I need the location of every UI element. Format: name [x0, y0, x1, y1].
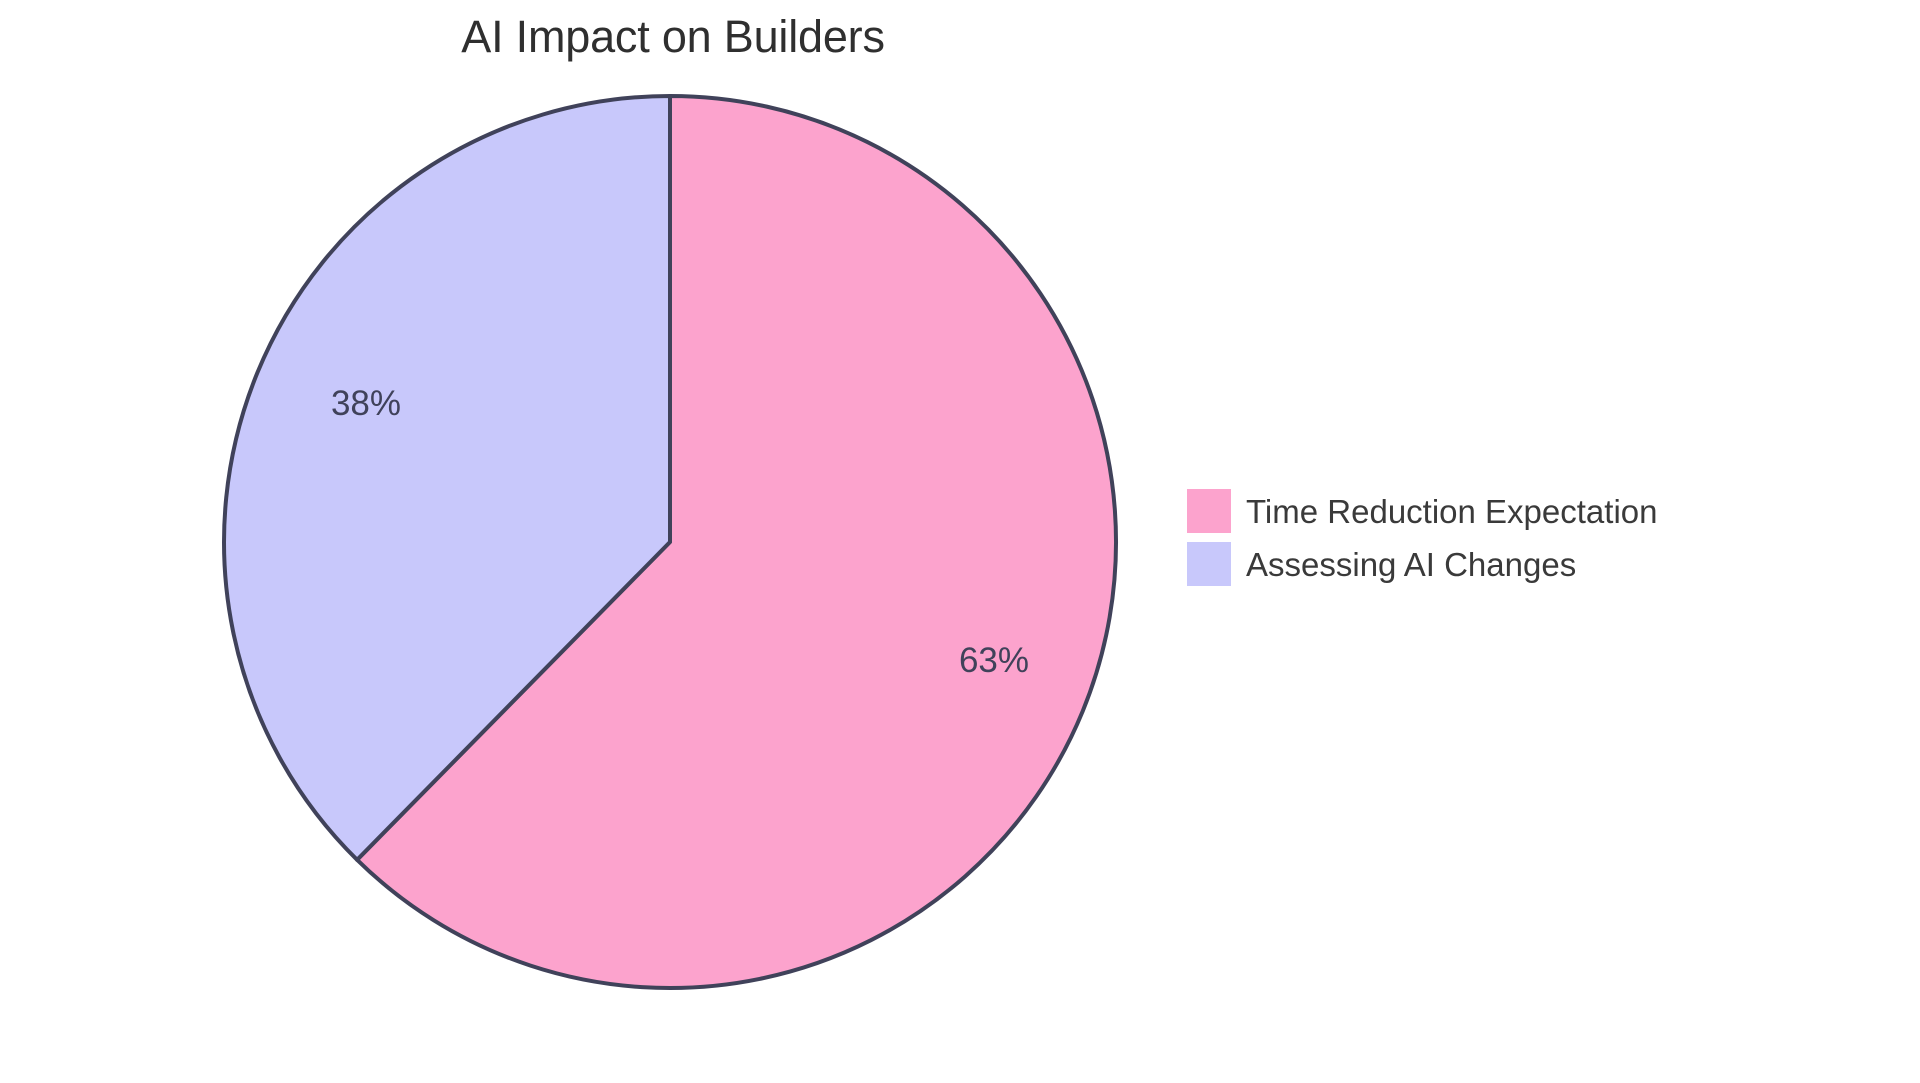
legend-item-assessing-ai-changes[interactable]: Assessing AI Changes [1187, 542, 1658, 586]
legend-label-assessing-ai-changes: Assessing AI Changes [1246, 545, 1577, 583]
pie-slice-label-assessing-ai-changes: 38% [331, 384, 401, 423]
chart-legend: Time Reduction Expectation Assessing AI … [1187, 489, 1658, 586]
legend-item-time-reduction-expectation[interactable]: Time Reduction Expectation [1187, 489, 1658, 533]
legend-swatch-icon-time-reduction-expectation [1187, 489, 1231, 533]
pie-slice-label-time-reduction-expectation: 63% [959, 641, 1029, 680]
pie-slice-time-reduction-expectation[interactable] [355, 94, 1119, 990]
pie-slice-assessing-ai-changes[interactable] [222, 94, 672, 862]
legend-swatch-icon-assessing-ai-changes [1187, 542, 1231, 586]
page-title: AI Impact on Builders [461, 11, 885, 62]
legend-label-time-reduction-expectation: Time Reduction Expectation [1246, 492, 1658, 530]
